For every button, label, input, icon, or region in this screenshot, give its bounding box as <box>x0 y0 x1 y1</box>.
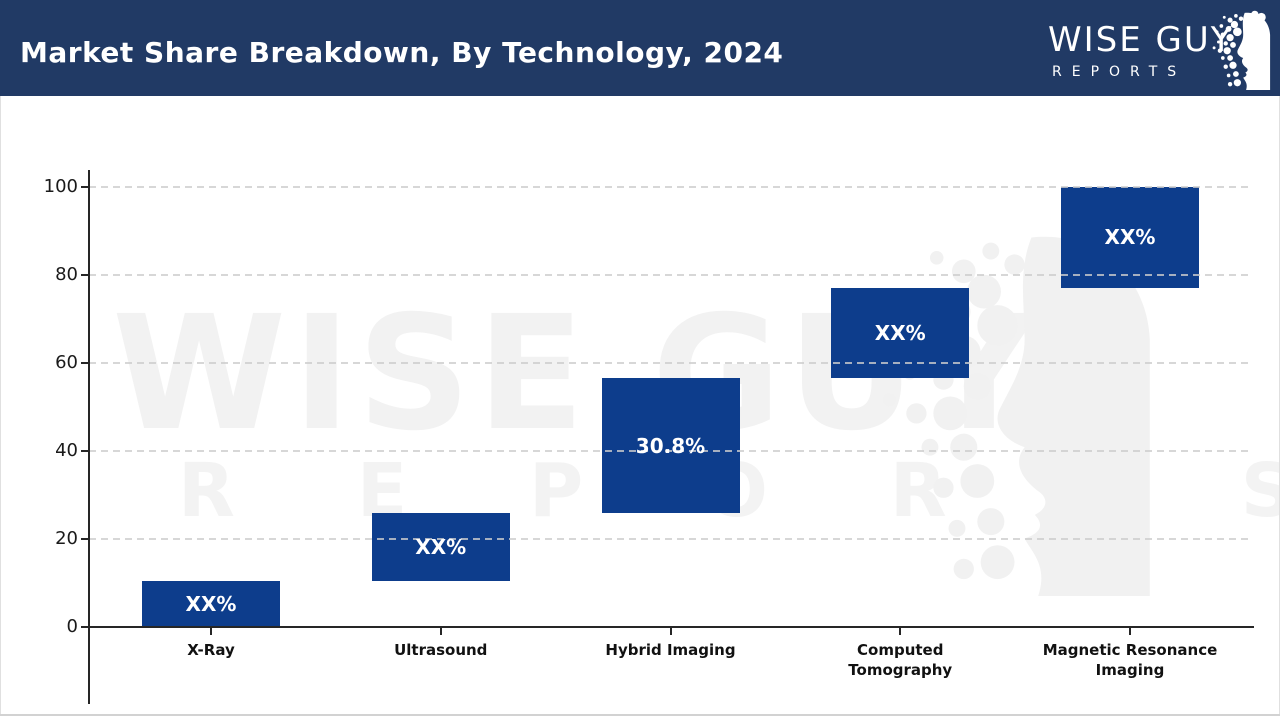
y-tick-mark <box>81 186 89 188</box>
bar-value-label: XX% <box>415 535 467 560</box>
bar-x-ray <box>142 581 280 627</box>
logo-subtitle: REPORTS <box>1052 64 1187 80</box>
x-tick-mark <box>899 628 902 635</box>
bar-hybrid-imaging <box>601 377 740 514</box>
bar-value-label: XX% <box>874 321 926 346</box>
x-category-label-line: Tomography <box>848 661 953 679</box>
x-tick-mark <box>210 628 212 635</box>
x-category-label-line: Imaging <box>1095 661 1165 679</box>
header: Market Share Breakdown, By Technology, 2… <box>0 0 1280 96</box>
bar-value-label: 30.8% <box>635 433 706 458</box>
bar-value-label: XX% <box>185 592 237 617</box>
y-tick-mark <box>81 274 89 276</box>
x-category-label: Computed Tomography <box>790 640 1010 680</box>
x-category-label-line: Ultrasound <box>394 641 488 659</box>
x-category-label-line: Hybrid Imaging <box>605 641 736 659</box>
y-tick-mark <box>81 538 89 540</box>
x-axis-line <box>88 626 1254 628</box>
bar-magnetic-resonance-imaging <box>1061 187 1199 288</box>
plot-area: WISE GUY R E P O R T S 020406080100XX%X-… <box>0 96 1280 714</box>
x-tick-mark <box>669 628 672 635</box>
x-category-label: Ultrasound <box>331 640 551 660</box>
y-tick-label: 40 <box>55 440 78 461</box>
x-category-label-line: Computed <box>857 641 944 659</box>
face-profile-icon <box>1212 10 1271 90</box>
x-category-label: Hybrid Imaging <box>561 640 781 660</box>
y-tick-label: 20 <box>55 528 78 549</box>
x-tick-mark <box>1129 628 1131 635</box>
gridline-100 <box>89 186 1253 188</box>
y-axis-line <box>88 170 90 704</box>
logo-wordmark: WISE GUY <box>1048 20 1234 60</box>
y-tick-mark <box>81 362 89 364</box>
y-tick-label: 80 <box>55 264 78 285</box>
x-tick-mark <box>439 628 442 635</box>
gridline-20 <box>89 538 1253 540</box>
bottom-border <box>0 714 1280 716</box>
bar-ultrasound <box>371 513 510 582</box>
y-tick-label: 60 <box>55 352 78 373</box>
y-tick-label: 100 <box>43 176 78 197</box>
gridline-60 <box>89 362 1253 364</box>
bar-value-label: XX% <box>1104 225 1156 250</box>
y-tick-mark <box>81 450 89 452</box>
y-tick-label: 0 <box>66 616 78 637</box>
x-category-label: Magnetic Resonance Imaging <box>1020 640 1240 680</box>
left-border <box>0 96 1 716</box>
gridline-40 <box>89 450 1253 452</box>
x-category-label-line: X-Ray <box>187 641 235 659</box>
page-title: Market Share Breakdown, By Technology, 2… <box>20 36 784 69</box>
gridline-80 <box>89 274 1253 276</box>
x-category-label-line: Magnetic Resonance <box>1042 641 1218 659</box>
x-category-label: X-Ray <box>101 640 321 660</box>
y-tick-mark <box>81 626 89 628</box>
wise-guy-reports-logo: WISE GUY REPORTS <box>1040 6 1272 92</box>
